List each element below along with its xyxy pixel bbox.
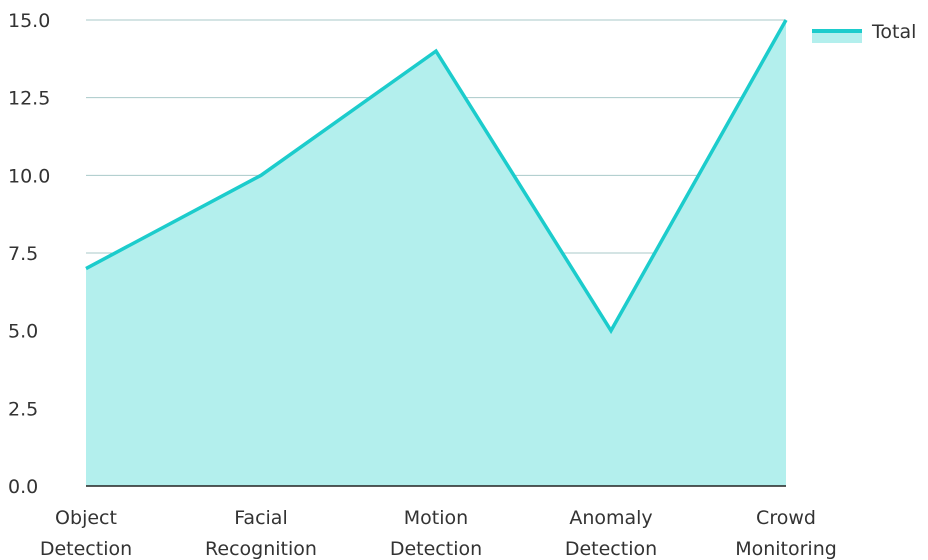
y-tick-label: 7.5 (8, 243, 38, 265)
x-tick-label: Crowd Monitoring (735, 507, 837, 560)
y-tick-label: 2.5 (8, 398, 38, 420)
y-tick-label: 12.5 (8, 88, 50, 110)
y-axis-tick-labels: 0.0 2.5 5.0 7.5 10.0 12.5 15.0 (8, 10, 50, 498)
y-tick-label: 10.0 (8, 165, 50, 187)
series-line-total (85, 19, 788, 335)
legend: Total (812, 21, 916, 43)
x-tick-label: Anomaly Detection (565, 507, 657, 560)
y-tick-label: 0.0 (8, 476, 38, 498)
x-tick-label: Facial Recognition (205, 507, 317, 560)
series-line-layer (85, 19, 788, 335)
x-axis-tick-labels: Object Detection Facial Recognition Motion De… (40, 507, 837, 560)
y-tick-label: 5.0 (8, 321, 38, 343)
series-area-total (86, 20, 786, 486)
y-tick-label: 15.0 (8, 10, 50, 32)
area-fill-layer (86, 20, 786, 486)
legend-swatch-fill (812, 31, 862, 43)
x-tick-label: Motion Detection (390, 507, 482, 560)
x-tick-label: Object Detection (40, 507, 132, 560)
legend-label-total: Total (871, 21, 916, 43)
